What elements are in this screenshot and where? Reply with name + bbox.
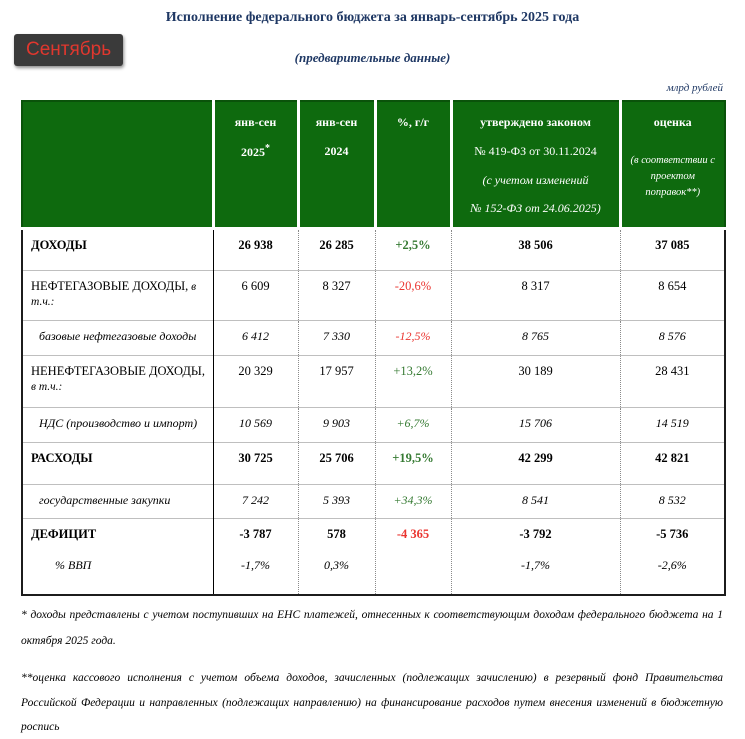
cell-2025: -3 787 -1,7% xyxy=(213,518,299,595)
page-subtitle: (предварительные данные) xyxy=(294,50,451,65)
cell-estimate: 42 821 xyxy=(620,442,725,485)
cell-2025: 7 242 xyxy=(213,484,299,519)
header-blank xyxy=(21,100,215,231)
cell-2024: 26 285 xyxy=(298,228,376,271)
cell-2025: 10 569 xyxy=(213,407,299,443)
row-label: государственные закупки xyxy=(22,484,214,519)
header-law-amend1: (с учетом изменений xyxy=(482,172,589,187)
header-2024-period: янв-сен xyxy=(315,115,358,129)
budget-table: янв-сен 2025* янв-сен 2024 %, г/г утверж… xyxy=(21,100,726,596)
cell-estimate: 14 519 xyxy=(620,407,725,443)
cell-law: 8 541 xyxy=(451,484,621,519)
table-row-deficit: ДЕФИЦИТ % ВВП -3 787 -1,7% 578 0,3% -4 3… xyxy=(22,518,725,595)
row-label: НДС (производство и импорт) xyxy=(22,407,214,443)
header-2025: янв-сен 2025* xyxy=(211,100,300,231)
cell-2025: 26 938 xyxy=(213,228,299,271)
header-law-amend2: № 152-ФЗ от 24.06.2025) xyxy=(470,201,601,216)
cell-yoy: +19,5% xyxy=(375,442,452,485)
header-2025-asterisk: * xyxy=(265,142,270,154)
deficit-label: ДЕФИЦИТ xyxy=(31,527,97,542)
cell-2025: 6 609 xyxy=(213,270,299,321)
cell-estimate: 8 654 xyxy=(620,270,725,321)
table-row-revenues: ДОХОДЫ 26 938 26 285 +2,5% 38 506 37 085 xyxy=(22,228,725,271)
row-label: НЕНЕФТЕГАЗОВЫЕ ДОХОДЫ, в т.ч.: xyxy=(22,355,214,408)
header-2025-year: 2025 xyxy=(241,144,265,159)
table-row-oilgas: НЕФТЕГАЗОВЫЕ ДОХОДЫ, в т.ч.: 6 609 8 327… xyxy=(22,270,725,321)
cell-2025: 30 725 xyxy=(213,442,299,485)
cell-yoy: -4 365 xyxy=(375,518,452,595)
row-label: ДОХОДЫ xyxy=(22,228,214,271)
cell-law: -3 792 -1,7% xyxy=(451,518,621,595)
footnote-2: **оценка кассового исполнения с учетом о… xyxy=(21,672,723,733)
table-row-nonoilgas: НЕНЕФТЕГАЗОВЫЕ ДОХОДЫ, в т.ч.: 20 329 17… xyxy=(22,355,725,408)
row-label: базовые нефтегазовые доходы xyxy=(22,320,214,356)
table-row-base-oilgas: базовые нефтегазовые доходы 6 412 7 330 … xyxy=(22,320,725,356)
cell-estimate: -5 736 -2,6% xyxy=(620,518,725,595)
header-2024: янв-сен 2024 xyxy=(296,100,377,231)
table-row-vat: НДС (производство и импорт) 10 569 9 903… xyxy=(22,407,725,443)
cell-law: 30 189 xyxy=(451,355,621,408)
cell-yoy: -20,6% xyxy=(375,270,452,321)
header-law-title: утверждено законом xyxy=(480,115,591,129)
cell-yoy: +2,5% xyxy=(375,228,452,271)
cell-2025: 20 329 xyxy=(213,355,299,408)
row-label: НЕФТЕГАЗОВЫЕ ДОХОДЫ, в т.ч.: xyxy=(22,270,214,321)
units-label: млрд рублей xyxy=(666,82,723,94)
header-law: утверждено законом № 419-ФЗ от 30.11.202… xyxy=(449,100,622,231)
gdp-share-label: % ВВП xyxy=(55,558,92,573)
cell-2024: 5 393 xyxy=(298,484,376,519)
cell-estimate: 8 576 xyxy=(620,320,725,356)
header-estimate-title: оценка xyxy=(653,115,692,129)
table-row-procurement: государственные закупки 7 242 5 393 +34,… xyxy=(22,484,725,519)
cell-2024: 17 957 xyxy=(298,355,376,408)
cell-law: 42 299 xyxy=(451,442,621,485)
cell-law: 38 506 xyxy=(451,228,621,271)
cell-law: 8 317 xyxy=(451,270,621,321)
cell-estimate: 37 085 xyxy=(655,238,690,253)
cell-estimate: 28 431 xyxy=(620,355,725,408)
cell-yoy: +6,7% xyxy=(375,407,452,443)
header-2024-year: 2024 xyxy=(324,143,349,158)
table-row-expenditures: РАСХОДЫ 30 725 25 706 +19,5% 42 299 42 8… xyxy=(22,442,725,485)
cell-2024: 9 903 xyxy=(298,407,376,443)
cell-2025: 6 412 xyxy=(213,320,299,356)
header-row: янв-сен 2025* янв-сен 2024 %, г/г утверж… xyxy=(21,100,726,231)
cell-estimate: 8 532 xyxy=(620,484,725,519)
footnote-1: * доходы представлены с учетом поступивш… xyxy=(21,608,723,647)
cell-yoy: +13,2% xyxy=(375,355,452,408)
cell-yoy: -12,5% xyxy=(375,320,452,356)
cell-2024: 7 330 xyxy=(298,320,376,356)
header-estimate-note: (в соответствии с проектом поправок**) xyxy=(630,154,715,199)
cell-2024: 8 327 xyxy=(298,270,376,321)
month-badge[interactable]: Сентябрь xyxy=(14,34,124,66)
page-title: Исполнение федерального бюджета за январ… xyxy=(165,10,580,25)
header-estimate: оценка (в соответствии с проектом поправ… xyxy=(618,100,726,231)
row-label: РАСХОДЫ xyxy=(22,442,214,485)
cell-2024: 578 0,3% xyxy=(298,518,376,595)
header-law-number: № 419-ФЗ от 30.11.2024 xyxy=(474,143,597,158)
header-yoy: %, г/г xyxy=(373,100,453,231)
cell-2024: 25 706 xyxy=(298,442,376,485)
cell-yoy: +34,3% xyxy=(375,484,452,519)
row-label: ДЕФИЦИТ % ВВП xyxy=(22,518,214,595)
header-2025-period: янв-сен xyxy=(234,115,277,129)
cell-law: 8 765 xyxy=(451,320,621,356)
cell-law: 15 706 xyxy=(451,407,621,443)
